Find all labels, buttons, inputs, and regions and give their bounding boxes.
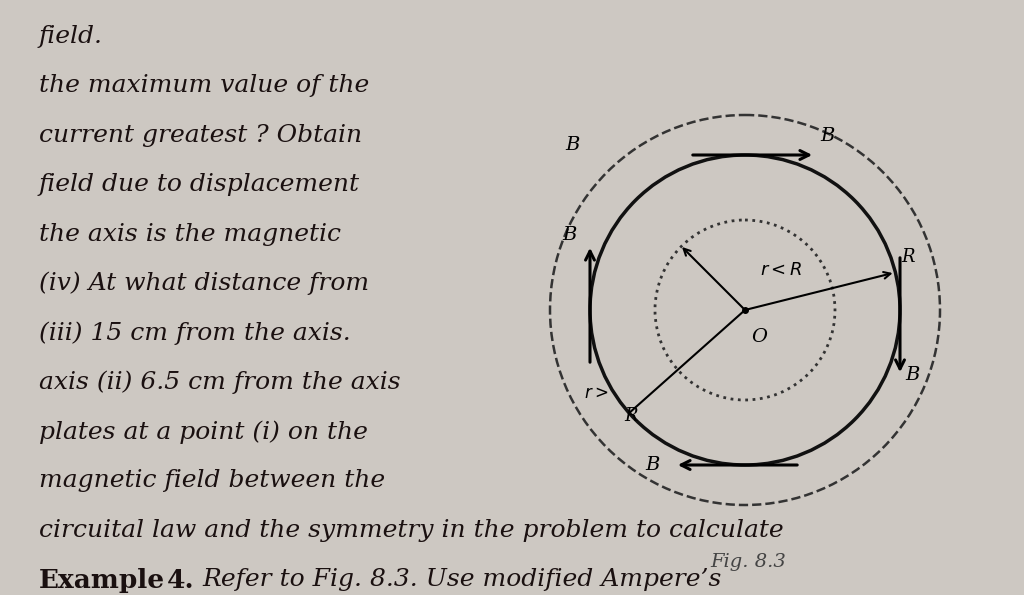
Text: Fig. 8.3: Fig. 8.3 (710, 553, 785, 571)
Text: B: B (820, 127, 835, 145)
Text: B: B (905, 366, 920, 384)
Text: (iv) At what distance from: (iv) At what distance from (39, 272, 369, 296)
Text: R: R (625, 407, 638, 425)
Text: the maximum value of the: the maximum value of the (39, 74, 370, 98)
Text: plates at a point (i) on the: plates at a point (i) on the (39, 420, 368, 444)
Text: field due to displacement: field due to displacement (39, 173, 359, 196)
Text: (iii) 15 cm from the axis.: (iii) 15 cm from the axis. (39, 321, 350, 345)
Text: field.: field. (39, 25, 102, 48)
Text: Example: Example (39, 568, 165, 593)
Text: B: B (562, 226, 577, 244)
Text: B: B (645, 456, 659, 474)
Text: circuital law and the symmetry in the problem to calculate: circuital law and the symmetry in the pr… (39, 519, 783, 542)
Text: Refer to Fig. 8.3. Use modified Ampere’s: Refer to Fig. 8.3. Use modified Ampere’s (203, 568, 722, 591)
Text: $r < R$: $r < R$ (760, 261, 802, 279)
Text: $r >$: $r >$ (584, 385, 608, 402)
Text: O: O (751, 328, 767, 346)
Text: 4.: 4. (167, 568, 195, 593)
Text: magnetic field between the: magnetic field between the (39, 469, 385, 493)
Text: R: R (901, 248, 914, 267)
Text: current greatest ? Obtain: current greatest ? Obtain (39, 124, 362, 147)
Text: B: B (565, 136, 580, 154)
Text: the axis is the magnetic: the axis is the magnetic (39, 223, 341, 246)
Text: axis (ii) 6.5 cm from the axis: axis (ii) 6.5 cm from the axis (39, 371, 400, 394)
